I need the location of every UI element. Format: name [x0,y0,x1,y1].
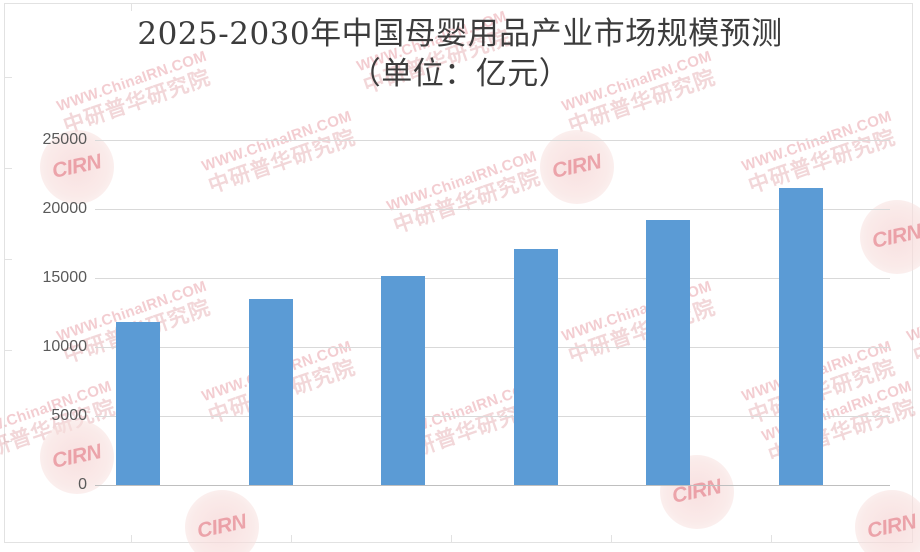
frame-tick-bottom-5 [771,535,772,543]
y-axis-tick-label: 0 [78,476,87,493]
bar-2027年 [381,275,426,485]
watermark-org: 中研普华研究院 [910,295,920,368]
y-axis-tick-label: 25000 [42,131,88,148]
bar-2029年 [646,220,691,485]
frame-tick-left-3 [4,259,12,260]
frame-tick-left-1 [4,77,12,78]
bar-2028年 [513,249,558,485]
plot-area: 05000100001500020000250002025年2026年2027年… [43,131,890,493]
bar-2030年 [778,187,823,485]
chart-title-line-1: 2025-2030年中国母婴用品产业市场规模预测 [137,16,783,52]
frame-tick-bottom-4 [611,535,612,543]
frame-tick-left-2 [4,168,12,169]
gridline [95,416,890,417]
frame-tick-left-5 [4,441,12,442]
frame-tick-bottom-2 [291,535,292,543]
x-axis-line [95,485,890,486]
frame-tick-top [131,3,132,11]
gridline [95,347,890,348]
chart-title-line-2: （单位：亿元） [349,56,571,92]
gridline [95,140,890,141]
watermark-url: WWW.ChinaIRN.COM [904,277,920,346]
gridline [95,278,890,279]
frame-tick-left-4 [4,350,12,351]
watermark-logo-text: CIRN [865,510,919,543]
y-axis-tick-label: 15000 [42,269,88,286]
bar-2026年 [248,299,293,485]
frame-tick-bottom-3 [451,535,452,543]
watermark-logo-icon: CIRN [185,490,259,552]
y-axis-tick-label: 5000 [51,407,87,424]
y-axis-tick-label: 10000 [42,338,88,355]
gridline [95,209,890,210]
watermark-logo-icon: CIRN [855,490,920,552]
y-axis-tick-label: 20000 [42,200,88,217]
watermark-logo-text: CIRN [195,510,249,543]
chart-title: 2025-2030年中国母婴用品产业市场规模预测 （单位：亿元） [0,14,920,94]
frame-tick-bottom-1 [131,535,132,543]
bar-2025年 [116,322,161,485]
